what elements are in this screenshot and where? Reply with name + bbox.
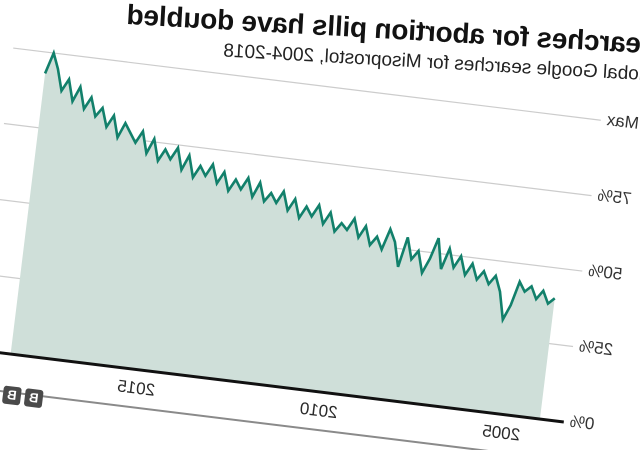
logo-square-1: B: [23, 388, 44, 409]
gridline-Max: [13, 47, 601, 121]
data-line: [43, 49, 556, 324]
area-fill: [10, 53, 555, 420]
logo-letter-1: B: [28, 389, 40, 406]
logo-square-2: B: [1, 385, 22, 406]
logo-letter-2: B: [6, 386, 18, 404]
x-axis-baseline: [0, 348, 564, 424]
